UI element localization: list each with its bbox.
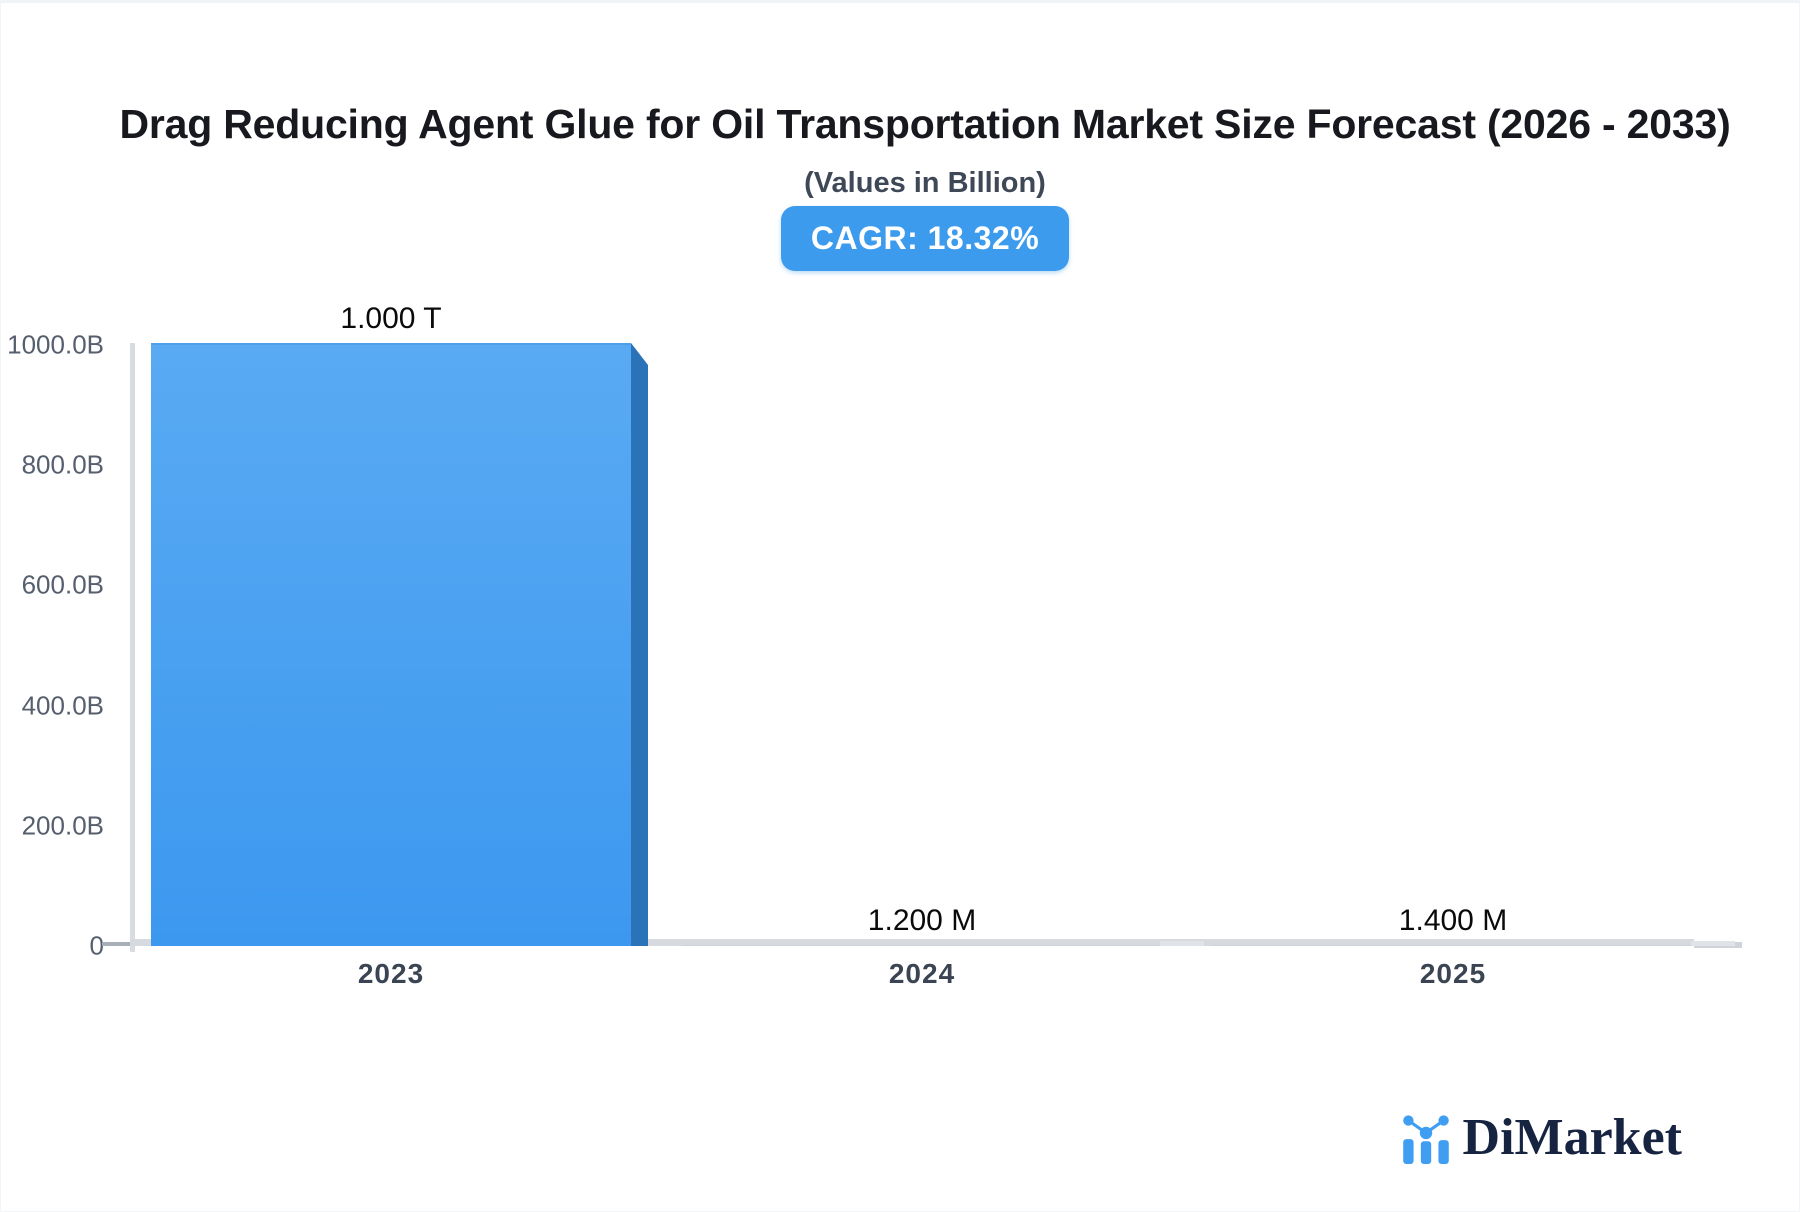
dimarket-logo-icon (1402, 1115, 1449, 1164)
x-axis-label-2023: 2023 (357, 958, 425, 989)
y-tick-label: 0 (89, 930, 104, 961)
chart-header: Drag Reducing Agent Glue for Oil Transpo… (100, 96, 1750, 271)
chart-subtitle: (Values in Billion) (804, 167, 1046, 199)
bar-value-label: 1.000 T (340, 302, 442, 335)
bar-side-face (1691, 941, 1735, 946)
page-top-edge (0, 0, 1800, 3)
y-tick-label: 600.0B (21, 569, 104, 600)
y-tick-label: 800.0B (21, 449, 104, 480)
cagr-badge-row: CAGR: 18.32% (100, 206, 1750, 271)
dimarket-logo: DiMarket (1401, 1106, 1682, 1164)
bar-value-label: 1.400 M (1398, 904, 1508, 937)
y-tick-label: 200.0B (21, 810, 104, 841)
y-axis-zero-tick (102, 942, 130, 946)
baseline-main (130, 939, 1694, 946)
cagr-badge: CAGR: 18.32% (780, 206, 1070, 271)
bar-side-face (631, 343, 648, 946)
bar-value-label: 1.200 M (867, 904, 977, 937)
bar-2025[interactable] (1213, 945, 1693, 946)
y-tick-label: 1000.0B (7, 329, 104, 360)
dimarket-logo-text: DiMarket (1462, 1109, 1682, 1166)
bar-2023[interactable] (151, 343, 631, 946)
x-axis-label-2025: 2025 (1419, 958, 1487, 989)
chart-title: Drag Reducing Agent Glue for Oil Transpo… (119, 101, 1731, 147)
bar-side-face (1160, 941, 1204, 946)
bar-2024[interactable] (682, 945, 1162, 946)
x-axis-label-2024: 2024 (888, 958, 956, 989)
y-axis-line (130, 343, 135, 952)
y-tick-label: 400.0B (21, 690, 104, 721)
